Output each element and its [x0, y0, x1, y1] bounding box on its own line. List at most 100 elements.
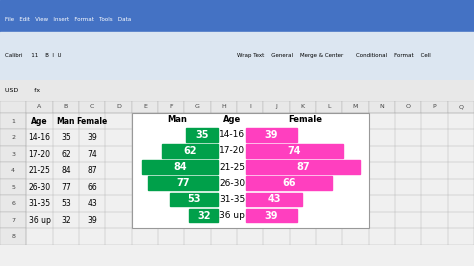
Text: File   Edit   View   Insert   Format   Tools   Data: File Edit View Insert Format Tools Data [5, 18, 131, 22]
Text: 31-35: 31-35 [219, 195, 245, 204]
Text: 4: 4 [11, 168, 15, 173]
Text: Wrap Text    General    Merge & Center: Wrap Text General Merge & Center [237, 53, 343, 58]
Text: 35: 35 [196, 130, 209, 140]
Text: 84: 84 [61, 166, 71, 175]
Text: 39: 39 [264, 211, 278, 221]
Bar [246, 176, 332, 190]
Text: 62: 62 [61, 149, 71, 159]
Bar [0, 179, 27, 195]
Bar [290, 101, 316, 113]
Text: Female: Female [288, 115, 322, 124]
Text: 84: 84 [173, 162, 187, 172]
Text: 17-20: 17-20 [28, 149, 51, 159]
Text: F: F [169, 105, 173, 110]
Bar [162, 144, 219, 158]
Text: 21-25: 21-25 [28, 166, 50, 175]
Text: C: C [90, 105, 94, 110]
Text: L: L [328, 105, 331, 110]
Text: 74: 74 [288, 146, 301, 156]
Text: 66: 66 [282, 178, 296, 188]
Bar [0, 228, 27, 245]
Text: 1: 1 [11, 119, 15, 124]
Text: 26-30: 26-30 [219, 179, 245, 188]
Bar [264, 101, 290, 113]
Bar [53, 101, 79, 113]
Text: B: B [64, 105, 68, 110]
Bar [189, 209, 219, 222]
Text: 14-16: 14-16 [219, 130, 245, 139]
Text: 32: 32 [197, 211, 210, 221]
Text: D: D [116, 105, 121, 110]
Text: 2: 2 [11, 135, 15, 140]
Bar [0, 129, 27, 146]
Bar [27, 101, 53, 113]
Text: 53: 53 [61, 199, 71, 208]
Bar [0, 101, 27, 113]
Text: USD        fx: USD fx [5, 88, 40, 93]
Text: 36 up: 36 up [219, 211, 245, 220]
Text: 43: 43 [87, 199, 97, 208]
Text: G: G [195, 105, 200, 110]
Bar [0, 195, 27, 212]
Bar [170, 193, 219, 206]
Bar [79, 101, 105, 113]
Bar [246, 209, 297, 222]
Text: 5: 5 [11, 185, 15, 190]
Text: Man: Man [167, 115, 187, 124]
Text: 21-25: 21-25 [219, 163, 245, 172]
Text: 77: 77 [61, 182, 71, 192]
Text: I: I [249, 105, 251, 110]
Text: E: E [143, 105, 147, 110]
Text: Age: Age [223, 115, 241, 124]
Text: Female: Female [76, 117, 108, 126]
Bar [0, 32, 474, 80]
Text: 17-20: 17-20 [219, 147, 245, 155]
Text: K: K [301, 105, 305, 110]
Text: 36 up: 36 up [28, 215, 50, 225]
Bar [132, 101, 158, 113]
Bar [158, 101, 184, 113]
Text: 7: 7 [11, 218, 15, 222]
Text: A: A [37, 105, 42, 110]
Text: Conditional    Format    Cell: Conditional Format Cell [356, 53, 430, 58]
Bar [421, 101, 447, 113]
Text: O: O [406, 105, 410, 110]
Text: 77: 77 [176, 178, 190, 188]
Bar [246, 193, 302, 206]
Text: 66: 66 [87, 182, 97, 192]
Text: H: H [221, 105, 226, 110]
Text: 35: 35 [61, 133, 71, 142]
Text: M: M [353, 105, 358, 110]
Text: 39: 39 [87, 133, 97, 142]
Text: 87: 87 [296, 162, 310, 172]
Bar [148, 176, 219, 190]
Bar [132, 113, 369, 228]
Text: 53: 53 [187, 194, 201, 204]
Bar [186, 128, 219, 142]
Bar [0, 212, 27, 228]
Bar [395, 101, 421, 113]
Text: Q: Q [458, 105, 463, 110]
Text: N: N [380, 105, 384, 110]
Text: 31-35: 31-35 [28, 199, 51, 208]
Text: J: J [275, 105, 277, 110]
Text: 3: 3 [11, 152, 15, 157]
Text: 87: 87 [87, 166, 97, 175]
Bar [0, 146, 27, 162]
Text: P: P [433, 105, 436, 110]
Text: 43: 43 [267, 194, 281, 204]
Bar [0, 113, 27, 129]
Bar [184, 101, 210, 113]
Text: Calibri     11    B  I  U: Calibri 11 B I U [5, 53, 61, 58]
Bar [237, 101, 264, 113]
Bar [210, 101, 237, 113]
Bar [105, 101, 132, 113]
Text: Age: Age [31, 117, 48, 126]
Text: 14-16: 14-16 [28, 133, 51, 142]
Bar [0, 0, 474, 32]
Text: 39: 39 [264, 130, 278, 140]
Bar [369, 101, 395, 113]
Text: Man: Man [56, 117, 75, 126]
Bar [447, 101, 474, 113]
Text: 74: 74 [87, 149, 97, 159]
